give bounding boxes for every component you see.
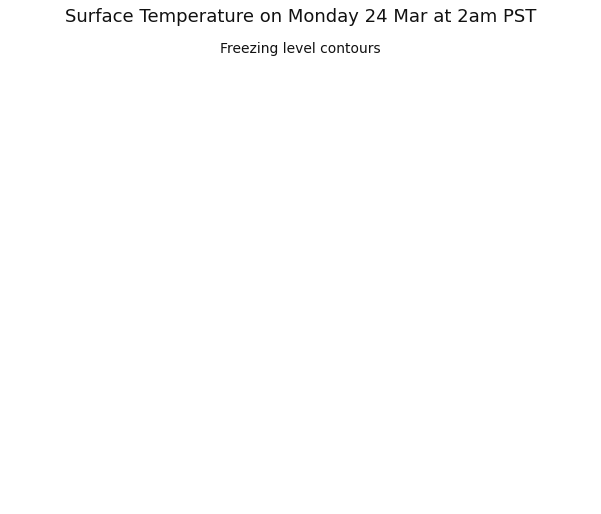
Text: Surface Temperature on Monday 24 Mar at 2am PST: Surface Temperature on Monday 24 Mar at … bbox=[65, 8, 536, 26]
Text: Freezing level contours: Freezing level contours bbox=[220, 42, 381, 56]
